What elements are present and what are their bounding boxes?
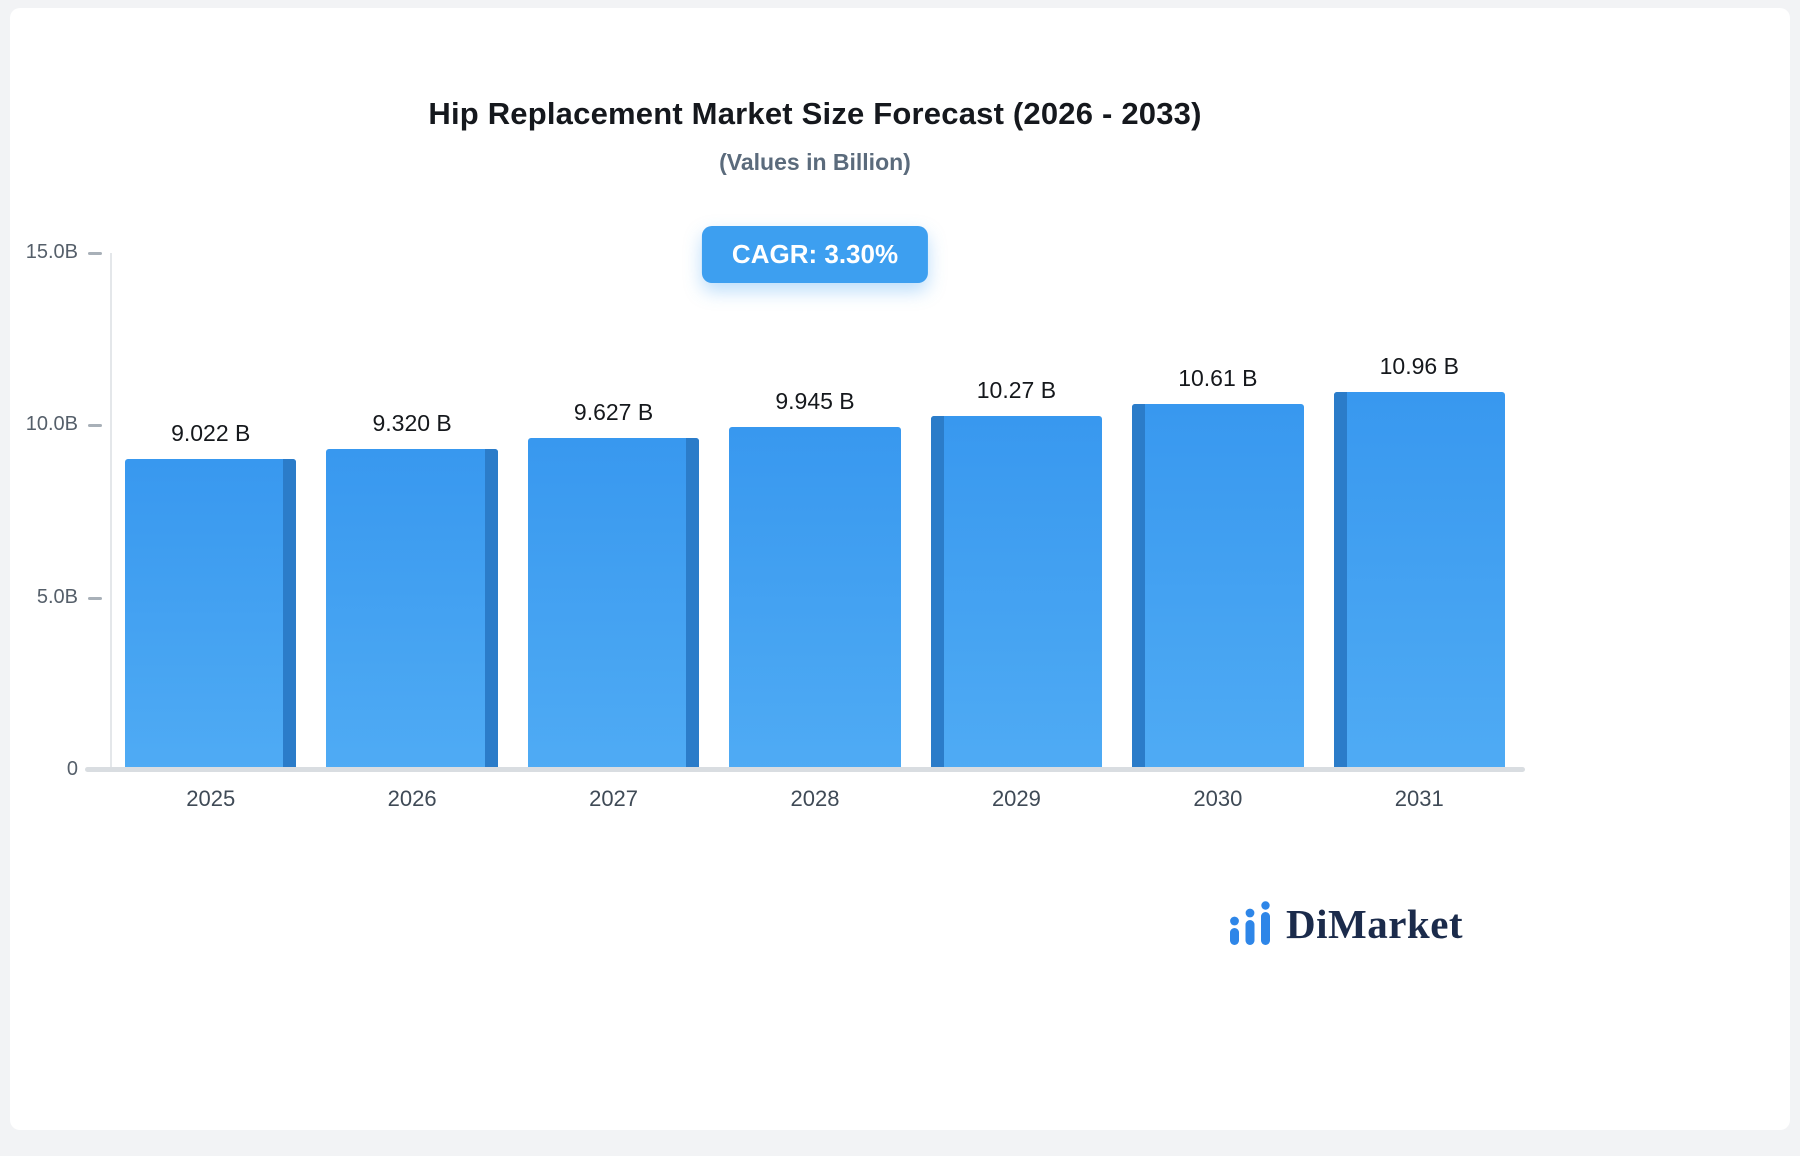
bar-group-2027: 9.627 B 2027 [513, 253, 714, 811]
y-axis-tick-label: 5.0B [36, 585, 78, 608]
x-axis-baseline [85, 767, 1525, 772]
bar-2027 [527, 438, 700, 770]
bar-3d-shade [930, 416, 944, 770]
bar-2028 [729, 427, 901, 770]
bar-value-label: 10.96 B [1379, 353, 1459, 380]
bar-value-label: 10.61 B [1178, 365, 1258, 392]
bar-value-label: 9.627 B [573, 399, 654, 426]
x-axis-label: 2029 [991, 786, 1041, 811]
brand-logo-text: DiMarket [1286, 901, 1464, 947]
bar-3d-shade [484, 448, 498, 770]
chart-title: Hip Replacement Market Size Forecast (20… [428, 96, 1202, 131]
bar-value-label: 9.320 B [372, 409, 452, 436]
bar-3d-shade [1333, 392, 1347, 770]
y-axis-tick-label: 15.0B [25, 241, 78, 263]
bar-group-2028: 9.945 B 2028 [714, 253, 915, 811]
plot-area: 9.022 B 2025 9.320 B 2026 9.627 B 2027 9.945 B… [110, 253, 1520, 811]
bar-group-2030: 10.61 B 2030 [1117, 253, 1318, 811]
bar-value-label: 9.022 B [171, 420, 251, 447]
bar-2030 [1132, 404, 1304, 770]
bar-3d-shade [686, 438, 700, 770]
chart-subtitle: (Values in Billion) [719, 149, 911, 175]
bar-3d-shade [283, 459, 297, 770]
bar-group-2031: 10.96 B 2031 [1319, 253, 1520, 811]
bar-2026 [326, 448, 498, 770]
bar-value-label: 9.945 B [775, 388, 855, 415]
y-axis-tick-label: 10.0B [25, 413, 78, 436]
x-axis-label: 2030 [1193, 786, 1243, 811]
bar-value-label: 10.27 B [976, 377, 1057, 404]
x-axis-label: 2028 [790, 786, 840, 811]
y-axis-line [110, 253, 112, 769]
y-axis-tick-mark [88, 252, 102, 255]
brand-logo: DiMarket [1228, 900, 1463, 948]
bar-group-2026: 9.320 B 2026 [311, 253, 512, 811]
bar-group-2029: 10.27 B 2029 [916, 253, 1117, 811]
x-axis-label: 2027 [589, 786, 639, 811]
y-axis: 15.0B 10.0B 5.0B 0 [0, 241, 110, 780]
bar-3d-shade [1132, 404, 1146, 770]
y-axis-tick-mark [88, 596, 102, 600]
y-axis-tick-mark [88, 424, 102, 428]
x-axis-label: 2031 [1394, 786, 1444, 811]
x-axis-label: 2026 [387, 786, 437, 811]
bar-2031 [1333, 392, 1505, 770]
x-axis-label: 2025 [186, 786, 236, 811]
y-axis-tick-label: 0 [66, 758, 78, 780]
bar-2029 [930, 416, 1103, 770]
bar-2025 [125, 459, 297, 770]
bar-chart-logo-icon [1230, 901, 1270, 945]
cagr-badge: CAGR: 3.30% [701, 226, 929, 283]
bar-group-2025: 9.022 B 2025 [110, 253, 311, 811]
